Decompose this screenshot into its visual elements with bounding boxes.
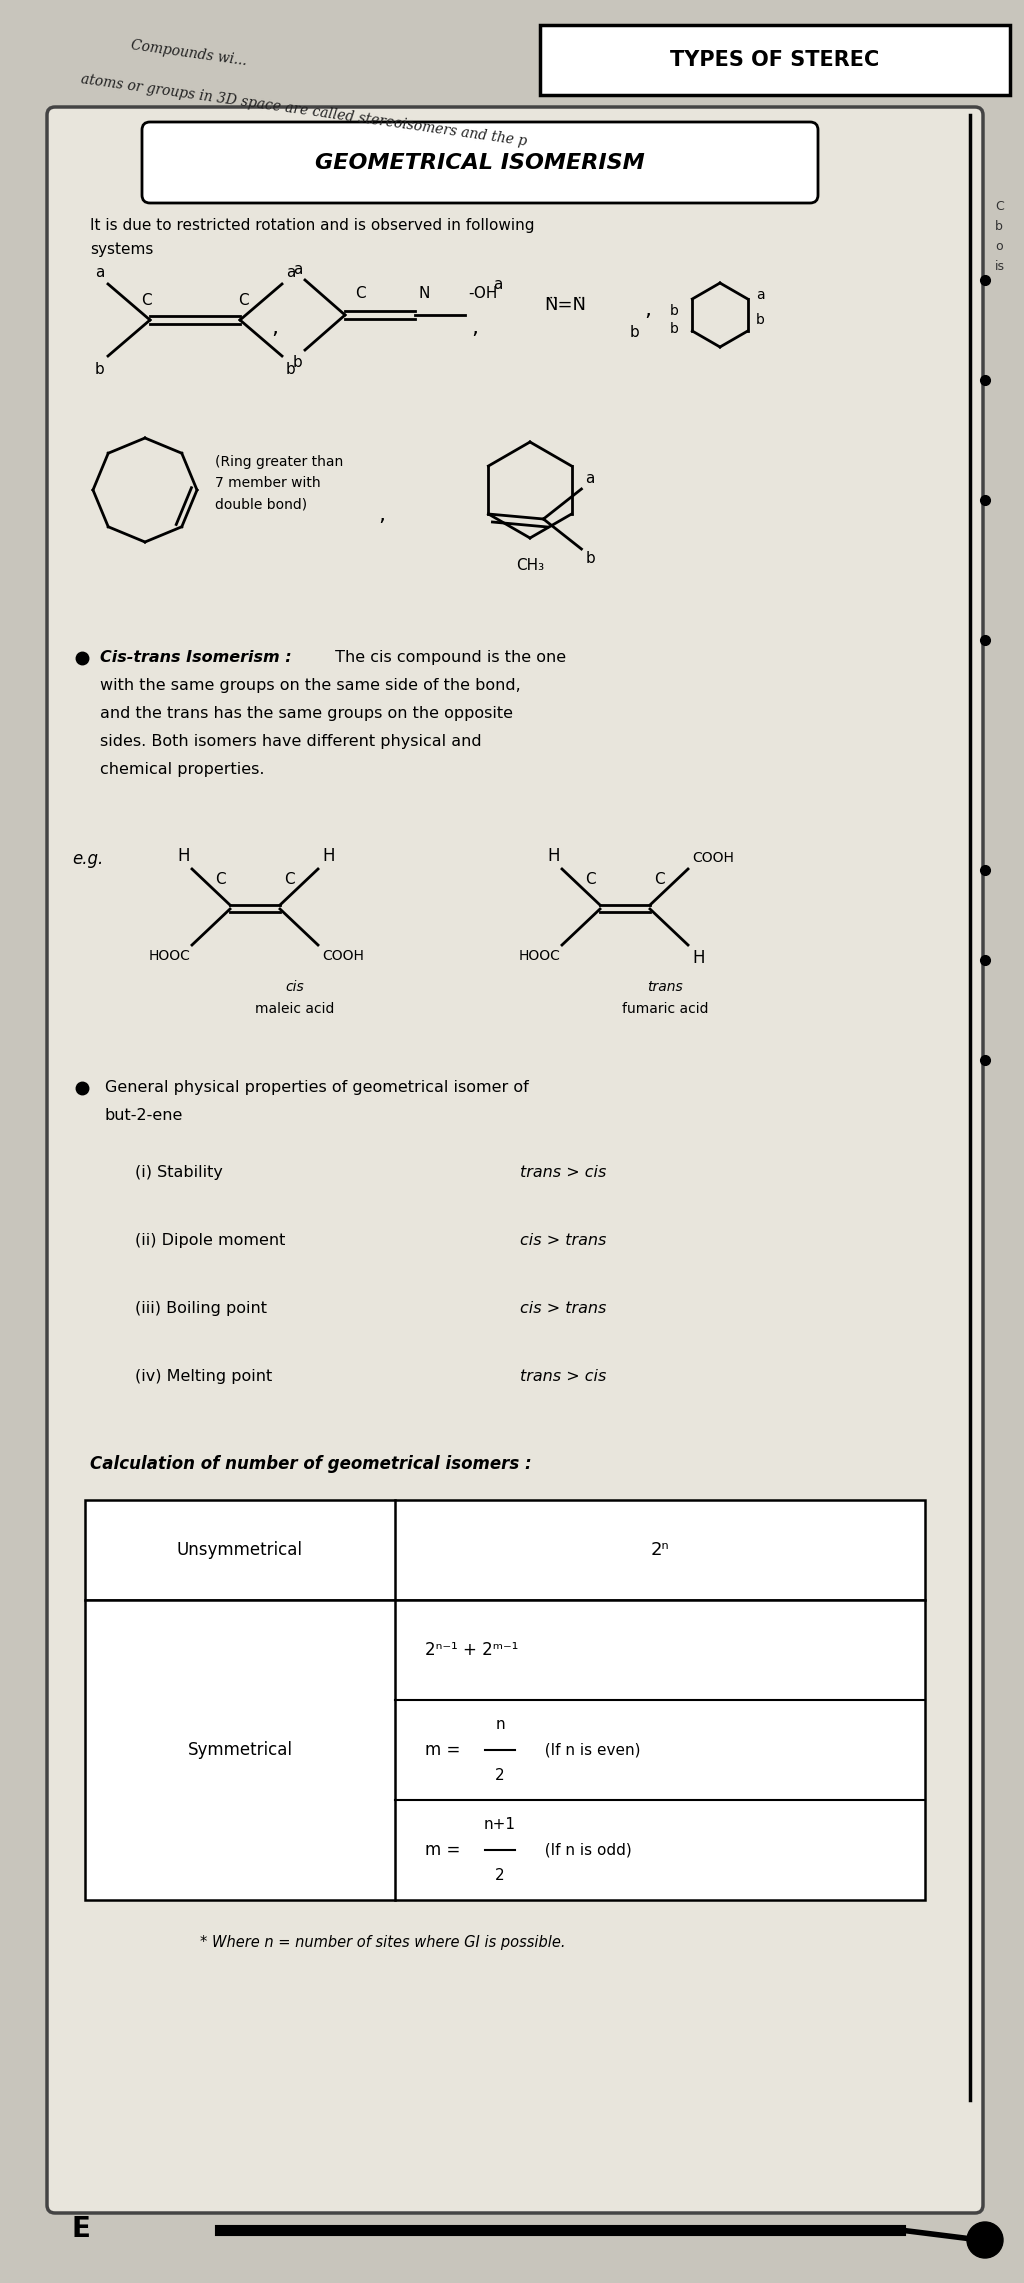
Text: m =: m = [425, 1840, 466, 1858]
Text: (ii) Dipole moment: (ii) Dipole moment [135, 1233, 286, 1249]
Text: n+1: n+1 [484, 1817, 516, 1831]
Text: a: a [94, 265, 104, 281]
Text: ,: , [644, 299, 651, 320]
Text: It is due to restricted rotation and is observed in following: It is due to restricted rotation and is … [90, 217, 535, 233]
Text: 2ⁿ: 2ⁿ [650, 1541, 670, 1559]
Text: cis > trans: cis > trans [520, 1301, 606, 1315]
Text: * Where n = number of sites where GI is possible.: * Where n = number of sites where GI is … [200, 1936, 565, 1950]
Text: N: N [418, 285, 429, 301]
Text: maleic acid: maleic acid [255, 1002, 335, 1016]
Text: (iv) Melting point: (iv) Melting point [135, 1370, 272, 1383]
FancyBboxPatch shape [142, 121, 818, 203]
Text: HOOC: HOOC [518, 950, 560, 963]
Text: chemical properties.: chemical properties. [100, 763, 264, 776]
Text: (i) Stability: (i) Stability [135, 1164, 223, 1180]
Text: C: C [215, 872, 226, 888]
Text: 2: 2 [496, 1867, 505, 1883]
Text: C: C [354, 285, 366, 301]
Text: m =: m = [425, 1742, 466, 1758]
Text: N̈=N̈: N̈=N̈ [544, 297, 586, 315]
Text: b: b [995, 219, 1002, 233]
Text: C: C [141, 292, 152, 308]
Text: C: C [586, 872, 596, 888]
Text: CH₃: CH₃ [516, 557, 544, 573]
Bar [540, 25, 1010, 96]
Text: but-2-ene: but-2-ene [105, 1107, 183, 1123]
Text: b: b [670, 304, 679, 317]
Text: n: n [496, 1717, 505, 1733]
Text: (iii) Boiling point: (iii) Boiling point [135, 1301, 267, 1315]
Text: C: C [654, 872, 665, 888]
Text: trans > cis: trans > cis [520, 1370, 606, 1383]
Text: b: b [756, 313, 765, 326]
Text: b: b [94, 363, 104, 377]
Text: (Ring greater than: (Ring greater than [215, 454, 343, 468]
Text: C: C [238, 292, 249, 308]
Text: cis: cis [286, 979, 304, 993]
Text: a: a [494, 276, 503, 292]
FancyBboxPatch shape [47, 107, 983, 2212]
Text: with the same groups on the same side of the bond,: with the same groups on the same side of… [100, 678, 521, 694]
Text: H: H [692, 950, 705, 968]
Text: ,: , [471, 317, 478, 338]
Text: b: b [630, 324, 640, 340]
Text: H: H [322, 847, 335, 865]
Text: is: is [995, 260, 1005, 274]
Text: 2: 2 [496, 1767, 505, 1783]
Text: E: E [72, 2215, 91, 2242]
Text: a: a [586, 470, 595, 486]
Text: and the trans has the same groups on the opposite: and the trans has the same groups on the… [100, 705, 513, 721]
Text: b: b [292, 354, 302, 370]
Text: trans: trans [647, 979, 683, 993]
Text: C: C [995, 201, 1004, 212]
Text: HOOC: HOOC [148, 950, 190, 963]
Text: 7 member with: 7 member with [215, 475, 321, 491]
Bar [85, 1500, 925, 1600]
Text: fumaric acid: fumaric acid [622, 1002, 709, 1016]
Text: GEOMETRICAL ISOMERISM: GEOMETRICAL ISOMERISM [315, 153, 645, 174]
Text: Compounds wi...: Compounds wi... [130, 39, 248, 68]
Text: b: b [586, 550, 595, 566]
Text: a: a [286, 265, 295, 281]
Text: Calculation of number of geometrical isomers :: Calculation of number of geometrical iso… [90, 1454, 531, 1473]
Text: atoms or groups in 3D space are called stereoisomers and the p: atoms or groups in 3D space are called s… [80, 73, 527, 148]
Text: 2ⁿ⁻¹ + 2ᵐ⁻¹: 2ⁿ⁻¹ + 2ᵐ⁻¹ [425, 1641, 518, 1660]
Text: COOH: COOH [322, 950, 364, 963]
Text: a: a [293, 263, 302, 276]
Text: o: o [995, 240, 1002, 253]
Circle shape [967, 2221, 1002, 2258]
Text: Symmetrical: Symmetrical [187, 1742, 293, 1758]
Text: General physical properties of geometrical isomer of: General physical properties of geometric… [105, 1080, 528, 1096]
Text: double bond): double bond) [215, 498, 307, 511]
Text: trans > cis: trans > cis [520, 1164, 606, 1180]
Text: TYPES OF STEREC: TYPES OF STEREC [671, 50, 880, 71]
Text: H: H [177, 847, 190, 865]
Text: -OH: -OH [468, 285, 498, 301]
Text: ,: , [271, 317, 279, 338]
Text: ,: , [378, 505, 385, 525]
Text: The cis compound is the one: The cis compound is the one [330, 651, 566, 664]
Text: (If n is even): (If n is even) [535, 1742, 640, 1758]
Text: sides. Both isomers have different physical and: sides. Both isomers have different physi… [100, 735, 481, 749]
Bar [85, 1600, 925, 1899]
Text: b: b [286, 363, 296, 377]
Text: H: H [548, 847, 560, 865]
Text: COOH: COOH [692, 852, 734, 865]
Text: (If n is odd): (If n is odd) [535, 1842, 632, 1858]
Text: e.g.: e.g. [72, 849, 103, 868]
Text: C: C [284, 872, 295, 888]
Text: cis > trans: cis > trans [520, 1233, 606, 1249]
Text: Unsymmetrical: Unsymmetrical [177, 1541, 303, 1559]
Text: Cis-trans Isomerism :: Cis-trans Isomerism : [100, 651, 292, 664]
Text: systems: systems [90, 242, 154, 258]
Text: b: b [670, 322, 679, 336]
Text: a: a [756, 288, 765, 301]
